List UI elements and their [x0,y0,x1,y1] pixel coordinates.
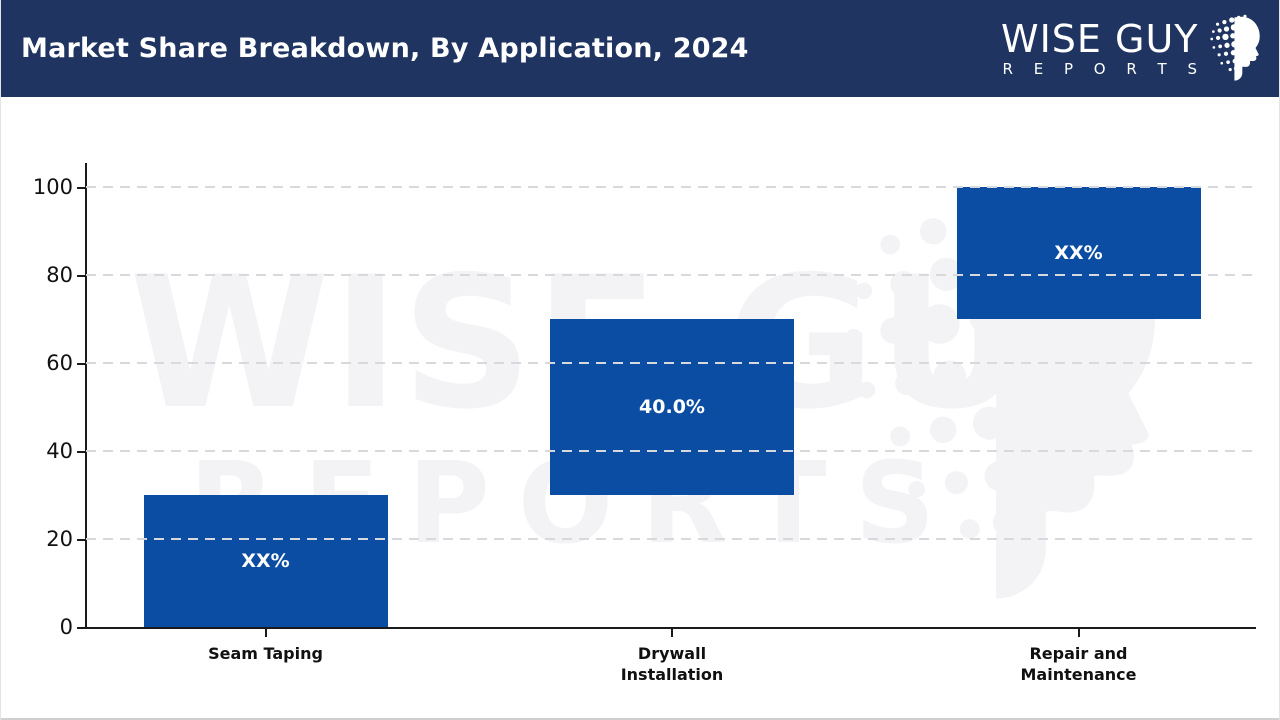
x-category-label: Drywall Installation [620,644,724,684]
bar-segment: 40.0% [550,319,794,495]
gridline-y20 [86,538,1256,540]
gridline-y40 [86,450,1256,452]
chart-plot-area: XX% 40.0% XX% 0 20 40 60 80 100 Seam Taping Drywal… [1,97,1279,718]
y-tick-mark [77,539,85,541]
brand-logo: WISE GUY R E P O R T S [995,6,1265,92]
logo-wordmark: WISE GUY R E P O R T S [995,20,1205,77]
bar-segment: XX% [143,495,388,627]
y-tick-label: 80 [46,263,73,287]
y-tick-label: 40 [46,439,73,463]
y-tick-label: 100 [32,175,73,199]
bar-value-label: XX% [1054,242,1103,264]
bar-value-label: XX% [241,550,290,572]
y-tick-mark [77,187,85,189]
gridline-y80 [86,274,1256,276]
dotted-head-icon [1210,14,1260,81]
page-title: Market Share Breakdown, By Application, … [21,33,749,64]
y-tick-label: 60 [46,351,73,375]
bar-value-label: 40.0% [639,396,705,418]
bar-segment: XX% [956,187,1201,319]
x-tick-mark [671,629,673,637]
logo-wordmark-main: WISE GUY [1001,17,1199,61]
y-axis-line [85,163,87,629]
y-tick-mark [77,363,85,365]
x-category-label: Repair and Maintenance [1020,644,1137,684]
y-tick-label: 20 [46,527,73,551]
y-tick-mark [77,627,85,629]
logo-wordmark-sub: R E P O R T S [1002,60,1205,78]
page-bottom-border [1,718,1279,720]
y-tick-mark [77,451,85,453]
x-tick-mark [264,629,267,637]
y-tick-mark [77,275,85,277]
gridline-y100 [86,186,1256,188]
gridline-y60 [86,362,1256,364]
x-category-label: Seam Taping [208,644,323,663]
header-bar: Market Share Breakdown, By Application, … [1,0,1279,97]
y-tick-label: 0 [59,615,73,639]
x-axis-line [85,627,1256,629]
x-tick-mark [1077,629,1080,637]
